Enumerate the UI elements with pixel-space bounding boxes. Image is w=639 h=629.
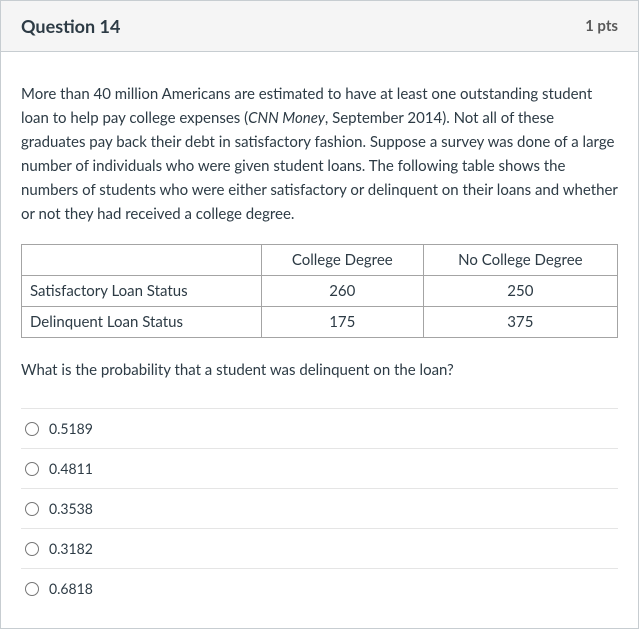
table-cell: 175 [261,307,423,338]
answer-radio[interactable] [25,582,39,596]
question-title: Question 14 [21,15,120,37]
table-header-row: College Degree No College Degree [22,245,618,276]
question-card: Question 14 1 pts More than 40 million A… [0,0,639,629]
answer-label: 0.3538 [49,500,93,517]
prompt-italic: CNN Money [248,109,325,127]
answer-radio[interactable] [25,462,39,476]
question-body: More than 40 million Americans are estim… [1,52,638,628]
answer-option[interactable]: 0.6818 [21,569,618,608]
answer-option[interactable]: 0.4811 [21,449,618,489]
table-row-label: Satisfactory Loan Status [22,276,262,307]
table-cell: 250 [423,276,617,307]
answer-option[interactable]: 0.3538 [21,489,618,529]
table-row: Delinquent Loan Status 175 375 [22,307,618,338]
table-empty-header [22,245,262,276]
answer-radio[interactable] [25,422,39,436]
table-row: Satisfactory Loan Status 260 250 [22,276,618,307]
answer-option[interactable]: 0.3182 [21,529,618,569]
answer-label: 0.5189 [49,420,93,437]
question-prompt: More than 40 million Americans are estim… [21,82,618,226]
table-col-header: College Degree [261,245,423,276]
table-row-label: Delinquent Loan Status [22,307,262,338]
answer-label: 0.3182 [49,540,93,557]
data-table: College Degree No College Degree Satisfa… [21,244,618,338]
answer-radio[interactable] [25,502,39,516]
question-header: Question 14 1 pts [1,1,638,52]
table-cell: 375 [423,307,617,338]
answer-label: 0.4811 [49,460,93,477]
answers-list: 0.5189 0.4811 0.3538 0.3182 0.6818 [21,408,618,608]
table-cell: 260 [261,276,423,307]
answer-option[interactable]: 0.5189 [21,409,618,449]
answer-label: 0.6818 [49,580,93,597]
answer-radio[interactable] [25,542,39,556]
followup-question: What is the probability that a student w… [21,358,618,382]
question-points: 1 pts [585,17,618,35]
table-col-header: No College Degree [423,245,617,276]
